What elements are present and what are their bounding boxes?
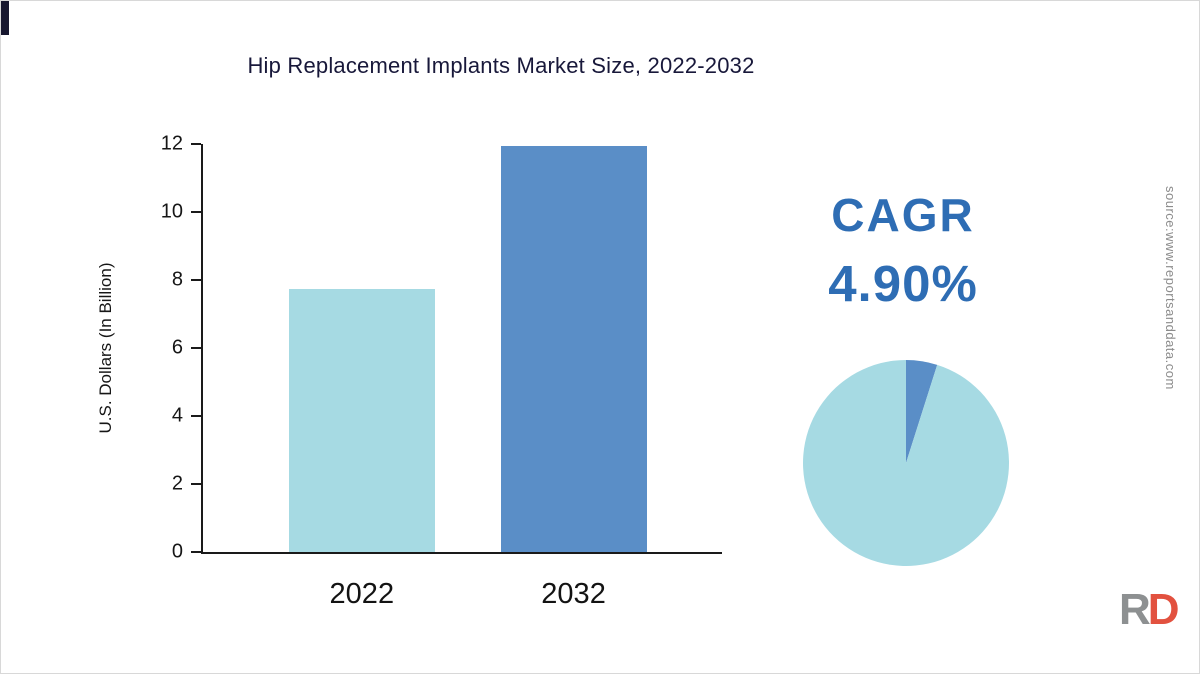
pie-svg <box>803 360 1010 566</box>
x-category-label: 2032 <box>541 578 606 610</box>
source-watermark: source:www.reportsanddata.com <box>1163 186 1178 390</box>
cagr-block: CAGR 4.90% <box>791 189 1015 312</box>
brand-logo: RD <box>1119 585 1180 635</box>
cagr-label: CAGR <box>831 189 975 241</box>
bar-2022 <box>288 288 435 552</box>
bar-2032 <box>500 145 647 552</box>
y-tick-label: 2 <box>171 472 183 495</box>
y-tick-mark <box>191 143 201 145</box>
chart-title: Hip Replacement Implants Market Size, 20… <box>247 53 755 78</box>
cagr-value: 4.90% <box>828 254 978 312</box>
logo-letter-r: R <box>1119 585 1151 634</box>
corner-mark <box>1 1 9 35</box>
y-tick-label: 12 <box>160 132 183 155</box>
y-tick-mark <box>191 211 201 213</box>
y-tick-label: 6 <box>171 336 183 359</box>
y-tick-mark <box>191 415 201 417</box>
pie-slice-0 <box>906 360 938 463</box>
y-tick-mark <box>191 347 201 349</box>
x-category-label: 2022 <box>329 578 395 610</box>
y-tick-label: 4 <box>171 404 183 427</box>
y-tick-mark <box>191 551 201 553</box>
bar-plot-area: 0 2 4 6 8 10 12 2022 2032 <box>161 133 722 610</box>
logo-letter-d: D <box>1147 585 1180 634</box>
cagr-pie-chart <box>801 358 1011 568</box>
y-axis-label: U.S. Dollars (In Billion) <box>96 262 115 434</box>
y-tick-mark <box>191 483 201 485</box>
y-tick-mark <box>191 279 201 281</box>
y-tick-label: 0 <box>171 540 183 563</box>
pie-slice-1 <box>803 360 1010 566</box>
y-tick-label: 10 <box>160 200 183 223</box>
y-tick-label: 8 <box>171 268 183 291</box>
